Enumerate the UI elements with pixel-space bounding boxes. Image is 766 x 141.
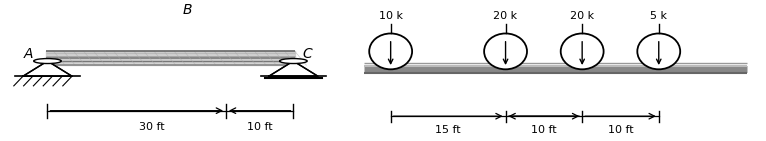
Circle shape <box>280 59 307 64</box>
Text: 10 ft: 10 ft <box>531 125 557 135</box>
Text: A: A <box>25 47 34 61</box>
Text: 10 ft: 10 ft <box>247 122 273 132</box>
Text: 15 ft: 15 ft <box>435 125 461 135</box>
Ellipse shape <box>561 33 604 69</box>
Polygon shape <box>269 61 318 76</box>
Circle shape <box>34 59 61 64</box>
Text: 20 k: 20 k <box>570 11 594 21</box>
Text: 20 k: 20 k <box>493 11 518 21</box>
Text: 5 k: 5 k <box>650 11 667 21</box>
Text: B: B <box>183 3 192 17</box>
Ellipse shape <box>369 33 412 69</box>
Polygon shape <box>23 61 72 76</box>
Ellipse shape <box>484 33 527 69</box>
Text: 10 ft: 10 ft <box>607 125 633 135</box>
Ellipse shape <box>637 33 680 69</box>
Text: C: C <box>303 47 313 61</box>
Text: 30 ft: 30 ft <box>139 122 165 132</box>
Text: 10 k: 10 k <box>378 11 403 21</box>
